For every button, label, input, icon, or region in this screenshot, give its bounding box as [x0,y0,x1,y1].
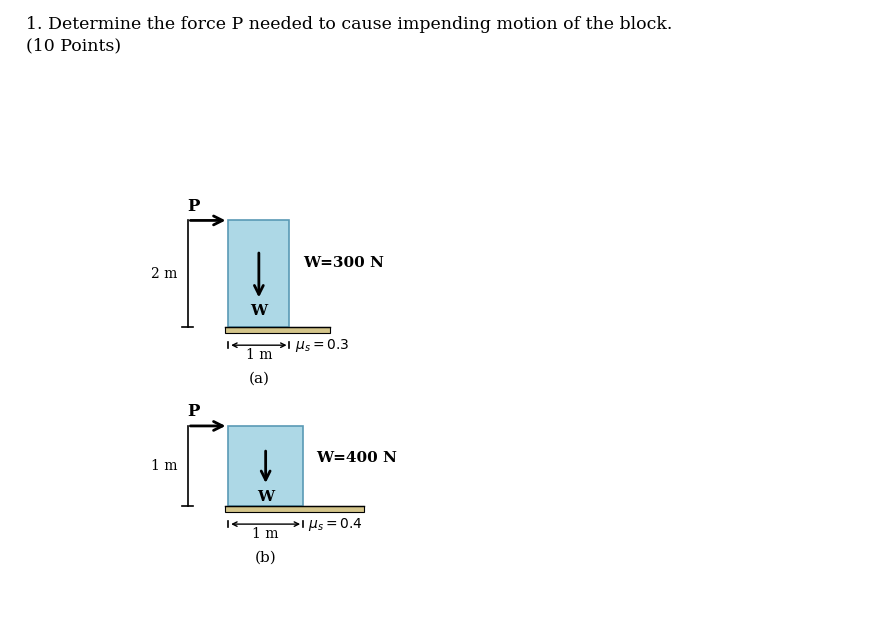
Text: (a): (a) [249,372,269,386]
Text: 2 m: 2 m [151,267,177,281]
Bar [229,426,303,506]
Text: 1 m: 1 m [252,526,279,541]
Text: (b): (b) [255,551,277,565]
Text: W=400 N: W=400 N [316,451,398,465]
Text: W: W [257,490,274,504]
Text: P: P [187,403,200,420]
Bar [225,506,364,512]
Text: W: W [251,304,267,318]
Text: W=300 N: W=300 N [303,256,384,270]
Text: P: P [187,198,200,215]
Text: 1 m: 1 m [151,459,177,473]
Text: 1 m: 1 m [245,348,272,362]
Bar [225,327,330,333]
Text: $\mu_s = 0.4$: $\mu_s = 0.4$ [308,516,364,533]
Bar [229,220,289,327]
Text: $\mu_s = 0.3$: $\mu_s = 0.3$ [295,337,350,354]
Text: 1. Determine the force P needed to cause impending motion of the block.: 1. Determine the force P needed to cause… [26,16,673,33]
Text: (10 Points): (10 Points) [26,38,122,55]
